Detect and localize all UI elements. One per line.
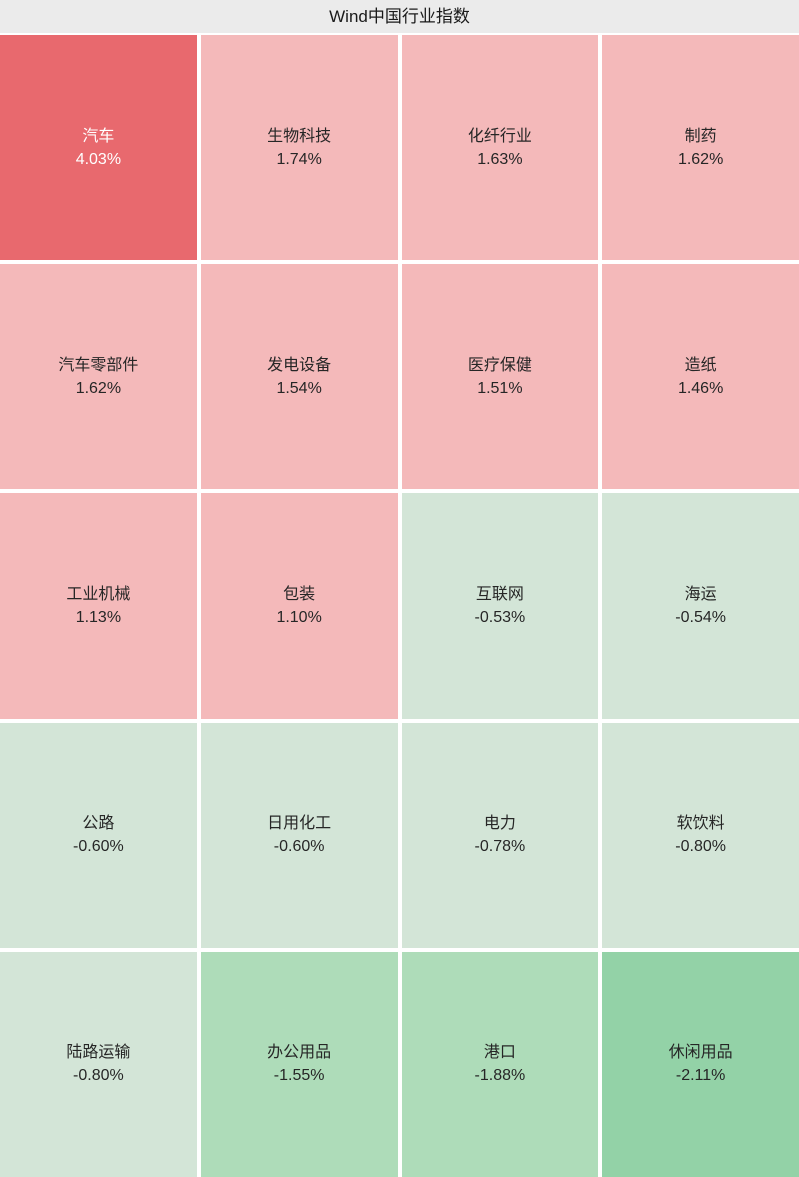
cell-value: 1.62% <box>677 150 724 168</box>
treemap-cell[interactable]: 互联网 -0.53% <box>401 493 599 719</box>
cell-label: 港口 <box>483 1044 516 1062</box>
treemap-cell[interactable]: 办公用品 -1.55% <box>200 951 398 1177</box>
cell-value: -0.60% <box>73 838 124 856</box>
treemap-cell[interactable]: 软饮料 -0.80% <box>602 722 799 948</box>
cell-value: 1.46% <box>677 379 724 397</box>
treemap-cell[interactable]: 制药 1.62% <box>602 35 799 261</box>
cell-label: 休闲用品 <box>668 1044 733 1062</box>
cell-value: -1.88% <box>474 1067 526 1085</box>
cell-label: 制药 <box>684 127 717 145</box>
cell-label: 陆路运输 <box>66 1044 131 1062</box>
treemap-row: 工业机械 1.13% 包装 1.10% 互联网 -0.53% 海运 -0.54% <box>0 493 799 719</box>
cell-label: 办公用品 <box>267 1044 332 1062</box>
cell-label: 造纸 <box>684 356 717 374</box>
cell-value: 1.13% <box>75 609 122 626</box>
treemap-row: 汽车零部件 1.62% 发电设备 1.54% 医疗保健 1.51% 造纸 1.4… <box>0 264 799 490</box>
treemap-cell[interactable]: 休闲用品 -2.11% <box>602 951 799 1177</box>
cell-label: 日用化工 <box>267 815 332 833</box>
treemap-cell[interactable]: 海运 -0.54% <box>602 493 799 719</box>
cell-value: 4.03% <box>75 150 122 168</box>
treemap-cell[interactable]: 发电设备 1.54% <box>200 264 398 490</box>
cell-value: 1.51% <box>477 379 523 397</box>
cell-label: 化纤行业 <box>467 127 532 145</box>
cell-label: 包装 <box>283 586 316 603</box>
cell-value: 1.74% <box>276 150 322 168</box>
treemap-cell[interactable]: 汽车 4.03% <box>0 35 197 261</box>
cell-value: -0.80% <box>675 838 726 856</box>
treemap-cell[interactable]: 汽车零部件 1.62% <box>0 264 197 490</box>
cell-label: 电力 <box>483 815 516 833</box>
treemap-cell[interactable]: 电力 -0.78% <box>401 722 599 948</box>
cell-label: 互联网 <box>475 586 524 603</box>
cell-value: 1.62% <box>75 379 122 397</box>
cell-value: -1.55% <box>273 1067 325 1085</box>
treemap-cell[interactable]: 生物科技 1.74% <box>200 35 398 261</box>
cell-label: 医疗保健 <box>467 356 532 374</box>
cell-value: 1.63% <box>477 150 523 168</box>
treemap-cell[interactable]: 工业机械 1.13% <box>0 493 197 719</box>
cell-value: 1.54% <box>276 379 322 397</box>
cell-value: 1.10% <box>276 609 322 626</box>
treemap-row: 公路 -0.60% 日用化工 -0.60% 电力 -0.78% 软饮料 -0.8… <box>0 722 799 948</box>
treemap-row: 汽车 4.03% 生物科技 1.74% 化纤行业 1.63% 制药 1.62% <box>0 35 799 261</box>
cell-label: 汽车 <box>82 127 115 145</box>
treemap-row: 陆路运输 -0.80% 办公用品 -1.55% 港口 -1.88% 休闲用品 -… <box>0 951 799 1177</box>
cell-value: -0.60% <box>273 838 325 856</box>
cell-label: 发电设备 <box>267 356 332 374</box>
cell-label: 汽车零部件 <box>58 356 139 374</box>
treemap-grid: 汽车 4.03% 生物科技 1.74% 化纤行业 1.63% 制药 1.62% … <box>0 33 799 1177</box>
cell-label: 软饮料 <box>676 815 725 833</box>
treemap-cell[interactable]: 陆路运输 -0.80% <box>0 951 197 1177</box>
chart-title: Wind中国行业指数 <box>329 6 470 26</box>
cell-value: -0.78% <box>474 838 526 856</box>
treemap-cell[interactable]: 港口 -1.88% <box>401 951 599 1177</box>
chart-header: Wind中国行业指数 <box>0 0 799 33</box>
cell-label: 海运 <box>684 586 717 603</box>
cell-value: -0.54% <box>675 609 726 626</box>
treemap-cell[interactable]: 公路 -0.60% <box>0 722 197 948</box>
treemap-cell[interactable]: 化纤行业 1.63% <box>401 35 599 261</box>
cell-label: 生物科技 <box>267 127 332 145</box>
cell-value: -0.80% <box>73 1067 124 1085</box>
cell-value: -0.53% <box>474 609 526 626</box>
treemap-cell[interactable]: 造纸 1.46% <box>602 264 799 490</box>
cell-label: 工业机械 <box>66 586 131 603</box>
cell-label: 公路 <box>82 815 115 833</box>
cell-value: -2.11% <box>675 1067 726 1085</box>
treemap-cell[interactable]: 包装 1.10% <box>200 493 398 719</box>
treemap-cell[interactable]: 医疗保健 1.51% <box>401 264 599 490</box>
treemap-cell[interactable]: 日用化工 -0.60% <box>200 722 398 948</box>
